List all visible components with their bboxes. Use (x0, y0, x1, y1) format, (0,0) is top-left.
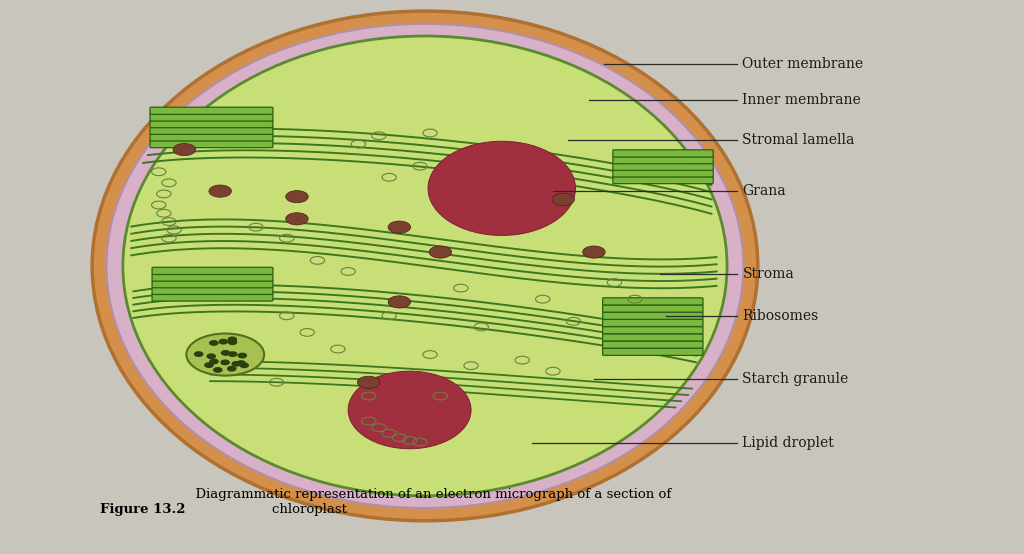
Ellipse shape (460, 161, 544, 216)
Circle shape (210, 359, 218, 363)
Circle shape (286, 213, 308, 225)
Circle shape (388, 221, 411, 233)
Ellipse shape (348, 371, 471, 449)
Circle shape (210, 341, 218, 345)
FancyBboxPatch shape (602, 334, 703, 341)
Circle shape (583, 246, 605, 258)
Ellipse shape (123, 36, 727, 496)
FancyBboxPatch shape (150, 114, 272, 121)
FancyBboxPatch shape (612, 150, 713, 157)
FancyBboxPatch shape (612, 170, 713, 177)
FancyBboxPatch shape (602, 319, 703, 327)
Ellipse shape (106, 24, 743, 508)
Circle shape (286, 191, 308, 203)
Ellipse shape (358, 378, 461, 442)
FancyBboxPatch shape (152, 267, 272, 274)
Circle shape (173, 143, 196, 156)
FancyBboxPatch shape (150, 140, 272, 147)
FancyBboxPatch shape (612, 163, 713, 170)
Circle shape (388, 296, 411, 308)
FancyBboxPatch shape (150, 120, 272, 127)
Circle shape (552, 193, 574, 206)
Circle shape (221, 360, 229, 365)
FancyBboxPatch shape (152, 274, 272, 281)
Ellipse shape (492, 182, 512, 195)
Text: Stroma: Stroma (742, 267, 795, 281)
Circle shape (429, 246, 452, 258)
Ellipse shape (379, 391, 440, 429)
Ellipse shape (428, 141, 575, 235)
Text: Ribosomes: Ribosomes (742, 309, 818, 323)
Ellipse shape (480, 175, 523, 202)
FancyBboxPatch shape (152, 294, 272, 301)
Ellipse shape (399, 403, 420, 417)
Text: Figure 13.2: Figure 13.2 (100, 504, 185, 516)
Ellipse shape (389, 397, 430, 423)
Ellipse shape (470, 168, 534, 208)
Ellipse shape (369, 384, 451, 436)
Ellipse shape (450, 155, 554, 222)
Circle shape (195, 352, 203, 356)
Circle shape (228, 340, 237, 345)
Circle shape (186, 334, 264, 376)
FancyBboxPatch shape (150, 127, 272, 134)
FancyBboxPatch shape (602, 326, 703, 334)
Ellipse shape (92, 11, 758, 521)
Circle shape (228, 337, 237, 342)
FancyBboxPatch shape (152, 280, 272, 288)
Circle shape (209, 185, 231, 197)
FancyBboxPatch shape (150, 134, 272, 141)
Circle shape (232, 362, 241, 366)
Circle shape (239, 353, 247, 358)
FancyBboxPatch shape (612, 176, 713, 183)
Text: Diagrammatic representation of an electron micrograph of a section of
          : Diagrammatic representation of an electr… (187, 488, 672, 516)
Text: Grana: Grana (742, 184, 786, 198)
Circle shape (219, 340, 227, 344)
Circle shape (237, 361, 245, 365)
Text: Starch granule: Starch granule (742, 372, 849, 387)
FancyBboxPatch shape (602, 297, 703, 305)
FancyBboxPatch shape (150, 107, 272, 115)
Circle shape (228, 352, 237, 356)
Ellipse shape (438, 148, 565, 229)
Text: Outer membrane: Outer membrane (742, 57, 863, 71)
FancyBboxPatch shape (612, 156, 713, 163)
FancyBboxPatch shape (602, 305, 703, 312)
Circle shape (357, 376, 380, 388)
Circle shape (221, 351, 229, 355)
FancyBboxPatch shape (602, 312, 703, 319)
Text: Lipid droplet: Lipid droplet (742, 436, 835, 450)
Circle shape (240, 363, 248, 367)
Text: Stromal lamella: Stromal lamella (742, 132, 855, 147)
FancyBboxPatch shape (152, 287, 272, 294)
Circle shape (227, 367, 236, 371)
Text: Inner membrane: Inner membrane (742, 93, 861, 107)
Circle shape (205, 363, 213, 367)
Circle shape (214, 368, 222, 372)
FancyBboxPatch shape (602, 348, 703, 356)
FancyBboxPatch shape (602, 341, 703, 348)
Circle shape (207, 354, 215, 358)
